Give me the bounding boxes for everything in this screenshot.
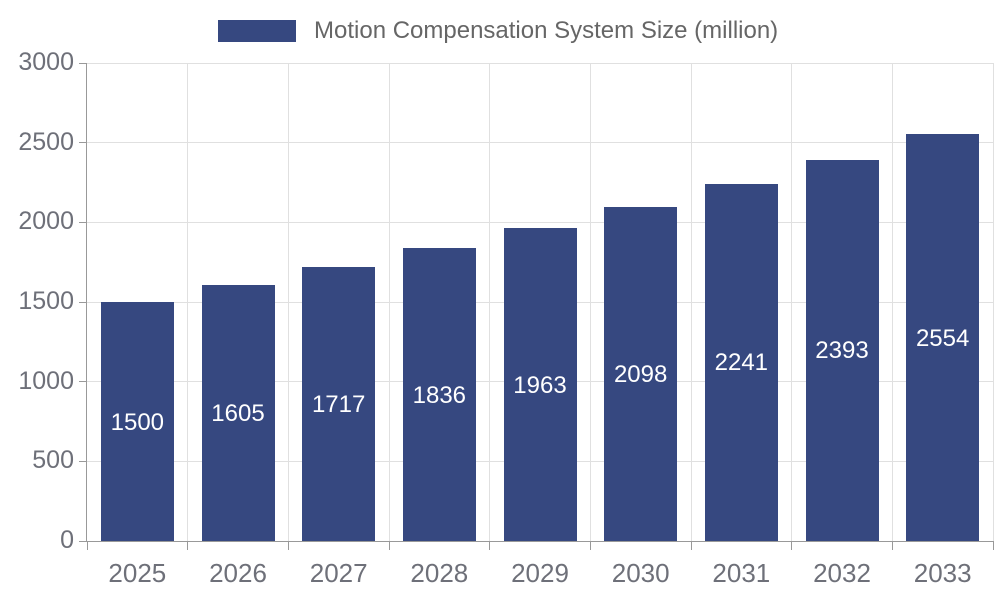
bar-value-label: 2241 [714, 349, 769, 377]
y-tick-label: 2000 [18, 207, 74, 236]
legend-swatch-icon [218, 20, 296, 42]
x-tick-label: 2027 [309, 558, 368, 588]
x-axis-tick [589, 541, 591, 550]
x-tick-label: 2029 [511, 558, 569, 588]
gridline-vertical [287, 63, 289, 541]
x-axis-tick [690, 541, 692, 550]
x-axis-tick [891, 541, 893, 550]
bar-value-label: 1717 [311, 391, 366, 419]
bar [805, 159, 879, 541]
x-tick-label: 2030 [611, 558, 670, 588]
bar-value-label: 1836 [412, 381, 467, 409]
y-axis-tick [79, 221, 87, 223]
bar [503, 228, 577, 541]
legend-label: Motion Compensation System Size (million… [314, 17, 779, 44]
bar-value-label: 1605 [211, 400, 265, 428]
bar-value-label: 1500 [110, 408, 165, 436]
gridline-vertical [489, 63, 491, 541]
bar-value-label: 2554 [915, 324, 970, 352]
x-tick-label: 2032 [813, 558, 871, 588]
y-axis-tick [79, 301, 87, 303]
x-axis-tick [489, 541, 491, 550]
x-axis-line [87, 541, 993, 542]
y-axis-tick [79, 381, 87, 383]
y-axis-line [86, 63, 87, 541]
bar-value-label: 2393 [815, 337, 869, 365]
bar [302, 267, 376, 541]
x-axis-tick [187, 541, 189, 550]
y-tick-label: 0 [60, 526, 74, 554]
gridline-vertical [791, 63, 793, 541]
bar [906, 134, 980, 541]
bar [704, 183, 778, 541]
gridline-vertical [187, 63, 189, 541]
y-tick-label: 1000 [18, 366, 74, 395]
bar-value-label: 2098 [613, 360, 668, 388]
bar [604, 206, 678, 541]
x-tick-label: 2025 [108, 558, 167, 588]
y-axis-tick [79, 540, 87, 542]
legend-item[interactable]: Motion Compensation System Size (million… [218, 17, 778, 45]
gridline-vertical [690, 63, 692, 541]
y-tick-label: 3000 [18, 48, 74, 76]
y-tick-label: 2500 [18, 127, 74, 156]
y-tick-label: 1500 [18, 287, 74, 315]
gridline-vertical [992, 63, 994, 541]
gridline-horizontal [87, 62, 993, 64]
x-axis-tick [992, 541, 994, 550]
y-axis-tick [79, 142, 87, 144]
bar-value-label: 1963 [513, 371, 567, 399]
x-axis-tick [86, 541, 88, 550]
y-tick-label: 500 [32, 446, 74, 475]
x-tick-label: 2026 [209, 558, 267, 588]
x-tick-label: 2031 [712, 558, 771, 588]
x-tick-label: 2028 [410, 558, 469, 588]
x-axis-tick [287, 541, 289, 550]
gridline-vertical [589, 63, 591, 541]
bar [100, 302, 174, 541]
bar [201, 285, 275, 541]
gridline-horizontal [87, 142, 993, 144]
bar [402, 248, 476, 541]
gridline-vertical [388, 63, 390, 541]
x-axis-tick [388, 541, 390, 550]
x-axis-tick [791, 541, 793, 550]
gridline-horizontal [87, 221, 993, 223]
y-axis-tick [79, 62, 87, 64]
x-tick-label: 2033 [913, 558, 972, 588]
gridline-vertical [891, 63, 893, 541]
y-axis-tick [79, 460, 87, 462]
